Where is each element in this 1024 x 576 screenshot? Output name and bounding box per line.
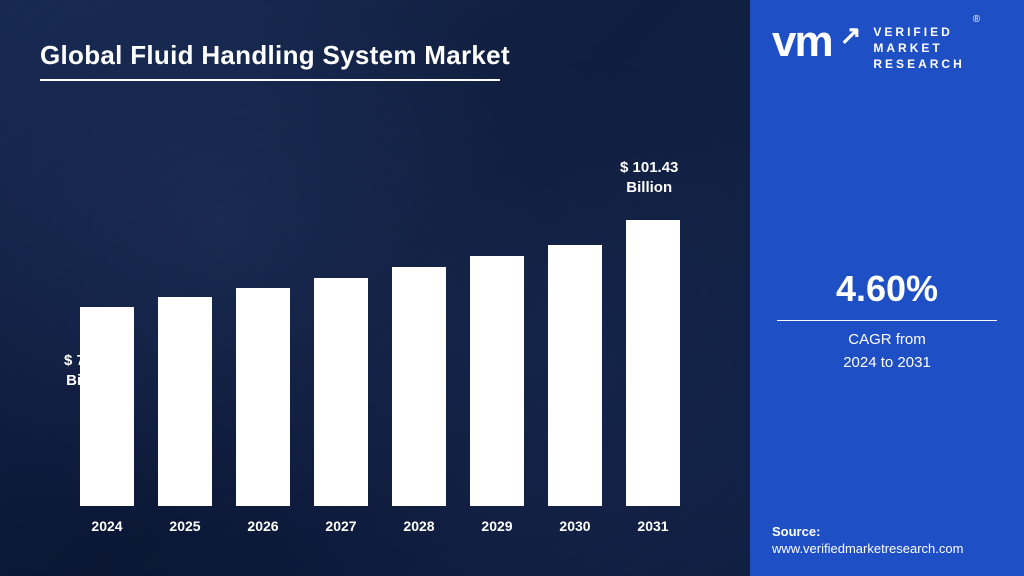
bar-chart: $ 70.78 Billion $ 101.43 Billion 2024202… bbox=[60, 166, 700, 536]
registered-mark-icon: ® bbox=[973, 14, 980, 25]
bar-wrap: 2026 bbox=[236, 288, 290, 506]
bar-wrap: 2029 bbox=[470, 256, 524, 506]
chart-title: Global Fluid Handling System Market bbox=[40, 40, 750, 71]
source-url: www.verifiedmarketresearch.com bbox=[772, 541, 1002, 556]
bar-wrap: 2028 bbox=[392, 267, 446, 506]
bar-wrap: 2025 bbox=[158, 297, 212, 506]
bar bbox=[314, 278, 368, 506]
title-area: Global Fluid Handling System Market bbox=[0, 0, 750, 81]
x-axis-label: 2030 bbox=[559, 518, 590, 534]
x-axis-label: 2027 bbox=[325, 518, 356, 534]
last-value-line1: $ 101.43 bbox=[620, 159, 678, 176]
logo-text: VERIFIED MARKET RESEARCH bbox=[873, 24, 964, 73]
logo-line3: RESEARCH bbox=[873, 56, 964, 72]
last-bar-value-label: $ 101.43 Billion bbox=[620, 158, 678, 197]
x-axis-label: 2024 bbox=[91, 518, 122, 534]
bar bbox=[548, 245, 602, 506]
cagr-value: 4.60% bbox=[772, 268, 1002, 310]
logo-line1: VERIFIED bbox=[873, 24, 964, 40]
logo-line2: MARKET bbox=[873, 40, 964, 56]
bar-wrap: 2031 bbox=[626, 220, 680, 506]
infographic-container: Global Fluid Handling System Market $ 70… bbox=[0, 0, 1024, 576]
bar-wrap: 2030 bbox=[548, 245, 602, 506]
bar bbox=[470, 256, 524, 506]
x-axis-label: 2031 bbox=[637, 518, 668, 534]
bar bbox=[80, 307, 134, 506]
x-axis-label: 2026 bbox=[247, 518, 278, 534]
logo-mark: vm bbox=[772, 22, 832, 62]
bar-wrap: 2024 bbox=[80, 307, 134, 506]
side-panel: vm ↗ VERIFIED MARKET RESEARCH ® 4.60% CA… bbox=[750, 0, 1024, 576]
bars-group: 2024 2025 2026 2027 2028 2029 2030 2031 bbox=[60, 196, 700, 506]
cagr-line2: 2024 to 2031 bbox=[843, 354, 931, 371]
bar bbox=[158, 297, 212, 506]
main-panel: Global Fluid Handling System Market $ 70… bbox=[0, 0, 750, 576]
logo: vm ↗ VERIFIED MARKET RESEARCH ® bbox=[772, 22, 1002, 73]
last-value-line2: Billion bbox=[626, 179, 672, 196]
logo-arrow-icon: ↗ bbox=[840, 20, 862, 51]
bar bbox=[236, 288, 290, 506]
cagr-line1: CAGR from bbox=[848, 331, 926, 348]
source-block: Source: www.verifiedmarketresearch.com bbox=[772, 524, 1002, 556]
cagr-text: CAGR from 2024 to 2031 bbox=[772, 329, 1002, 374]
title-underline bbox=[40, 79, 500, 81]
cagr-underline bbox=[777, 320, 997, 322]
x-axis-label: 2025 bbox=[169, 518, 200, 534]
bar-wrap: 2027 bbox=[314, 278, 368, 506]
x-axis-label: 2029 bbox=[481, 518, 512, 534]
x-axis-label: 2028 bbox=[403, 518, 434, 534]
cagr-block: 4.60% CAGR from 2024 to 2031 bbox=[772, 268, 1002, 375]
bar bbox=[392, 267, 446, 506]
source-label: Source: bbox=[772, 524, 1002, 539]
bar bbox=[626, 220, 680, 506]
